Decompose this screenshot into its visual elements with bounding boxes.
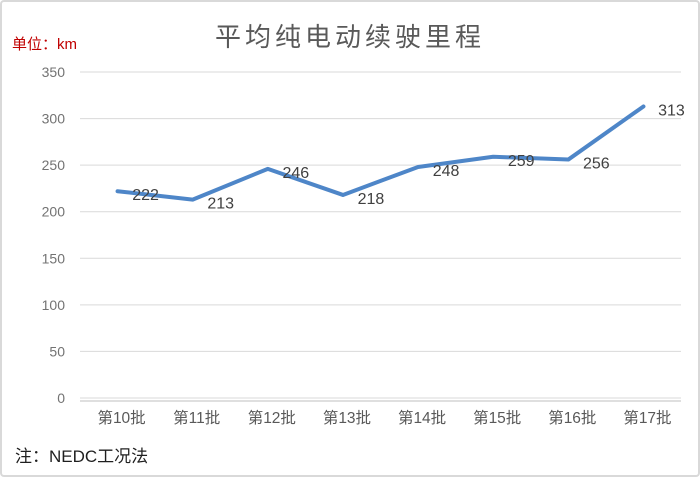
- y-tick-label: 250: [42, 157, 66, 173]
- y-tick-label: 0: [57, 390, 65, 406]
- x-axis-label: 第17批: [623, 409, 671, 427]
- y-tick-label: 200: [42, 204, 66, 220]
- data-point-label: 246: [282, 165, 309, 182]
- data-point-label: 256: [583, 156, 610, 173]
- x-axis-label: 第16批: [548, 409, 596, 427]
- y-tick-label: 100: [42, 297, 66, 313]
- data-point-label: 248: [433, 163, 460, 180]
- y-tick-label: 50: [49, 343, 65, 359]
- x-axis-label: 第13批: [323, 409, 371, 427]
- data-point-label: 259: [508, 153, 535, 170]
- x-axis-label: 第10批: [97, 409, 145, 427]
- y-axis-unit-label: 单位：km: [12, 36, 77, 53]
- y-tick-label: 300: [42, 111, 66, 127]
- y-tick-label: 150: [42, 250, 66, 266]
- footnote: 注：NEDC工况法: [15, 447, 149, 466]
- data-point-label: 213: [207, 196, 234, 213]
- data-point-label: 218: [358, 191, 385, 208]
- x-axis-label: 第15批: [473, 409, 521, 427]
- data-point-label: 313: [658, 102, 685, 119]
- x-axis-label: 第11批: [173, 409, 220, 427]
- x-axis-label: 第14批: [398, 409, 446, 427]
- chart-title: 平均纯电动续驶里程: [214, 22, 485, 52]
- data-point-label: 222: [132, 187, 159, 204]
- y-tick-label: 350: [42, 64, 66, 80]
- x-axis-label: 第12批: [248, 409, 296, 427]
- data-series-line: [115, 104, 646, 202]
